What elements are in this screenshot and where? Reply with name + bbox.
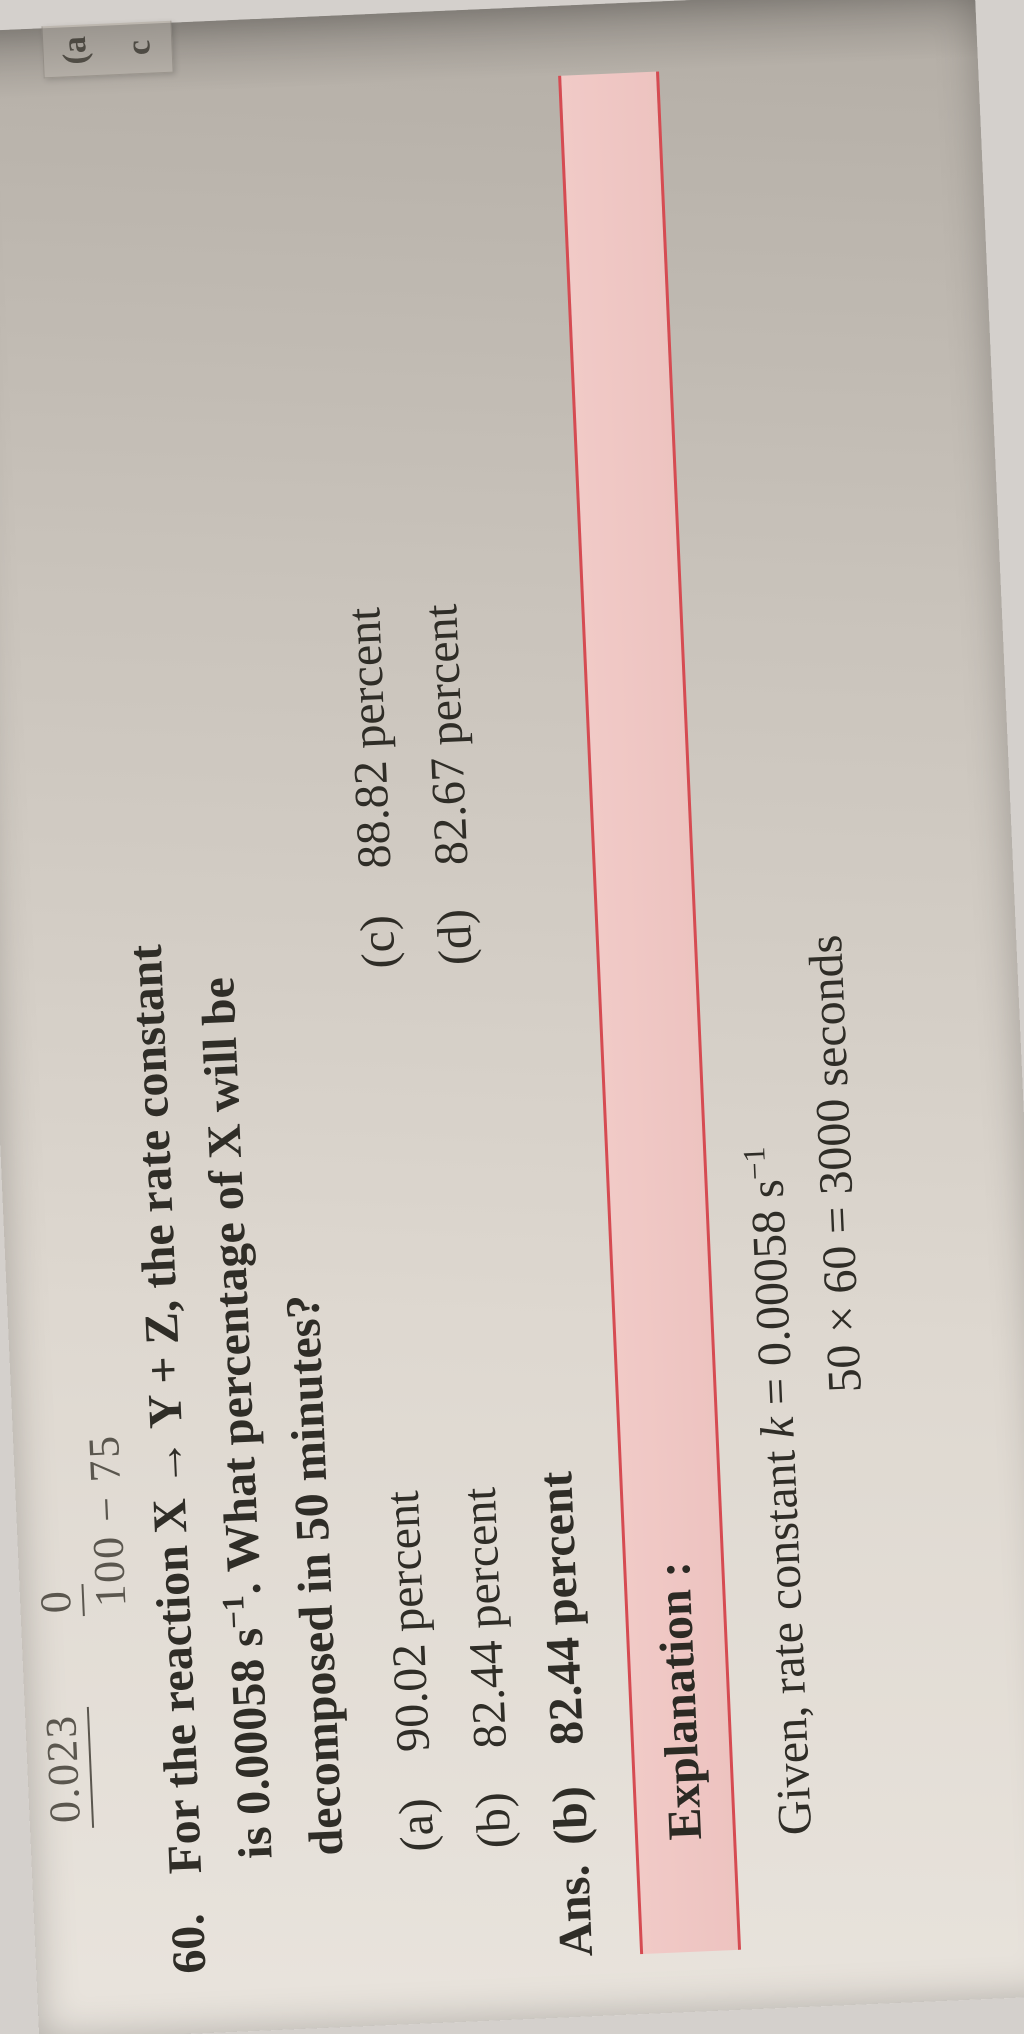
given-1sup: −1: [736, 1146, 772, 1181]
fraction-numerator: 0.023: [36, 1707, 94, 1830]
option-d: (d) 82.67 percent: [390, 81, 484, 967]
option-d-text: 82.67 percent: [413, 603, 479, 866]
tab-letter-c: c: [120, 39, 159, 56]
option-b: (b) 82.44 percent: [429, 964, 523, 1850]
option-d-label: (d): [425, 864, 484, 966]
answer-text: 82.44 percent: [528, 1470, 595, 1746]
given-1c: = 0.00058 s: [741, 1178, 804, 1418]
fraction-mid: 0: [31, 1584, 85, 1618]
option-a-text: 90.02 percent: [375, 1490, 441, 1753]
top-fraction-fragment: 0.023 0 100 − 75: [23, 1433, 146, 1830]
answer-label: (b): [540, 1744, 599, 1846]
question-text-2a: is 0.00058 s: [220, 1627, 283, 1860]
given-1b: k: [751, 1416, 805, 1440]
given-2: 50 × 60 = 3000 seconds: [799, 934, 872, 1394]
question-block: 60.For the reaction X → Y + Z, the rate …: [73, 65, 897, 1976]
fraction-denominator: 100 − 75: [74, 1433, 136, 1608]
page-rotated-container: 0.023 0 100 − 75 (a c 60.For the reactio…: [0, 505, 1024, 1529]
given-1a: Given, rate constant: [752, 1437, 822, 1836]
answer-word: Ans.: [544, 1844, 604, 1958]
question-number: 60.: [150, 1872, 225, 1975]
tab-letter-a: (a: [56, 35, 95, 65]
option-a-label: (a): [386, 1751, 445, 1853]
explanation-heading: Explanation :: [647, 1560, 712, 1841]
option-b-label: (b): [463, 1747, 522, 1849]
option-b-text: 82.44 percent: [452, 1486, 518, 1749]
option-c: (c) 88.82 percent: [313, 84, 407, 970]
option-c-text: 88.82 percent: [336, 606, 402, 869]
question-text-3: decomposed in 50 minutes?: [276, 1294, 353, 1857]
paper-surface: 0.023 0 100 − 75 (a c 60.For the reactio…: [0, 0, 1024, 2034]
option-a: (a) 90.02 percent: [352, 967, 446, 1853]
option-c-label: (c): [348, 867, 407, 969]
question-sup: −1: [215, 1595, 251, 1630]
page-edge-tab: (a c: [41, 21, 173, 79]
